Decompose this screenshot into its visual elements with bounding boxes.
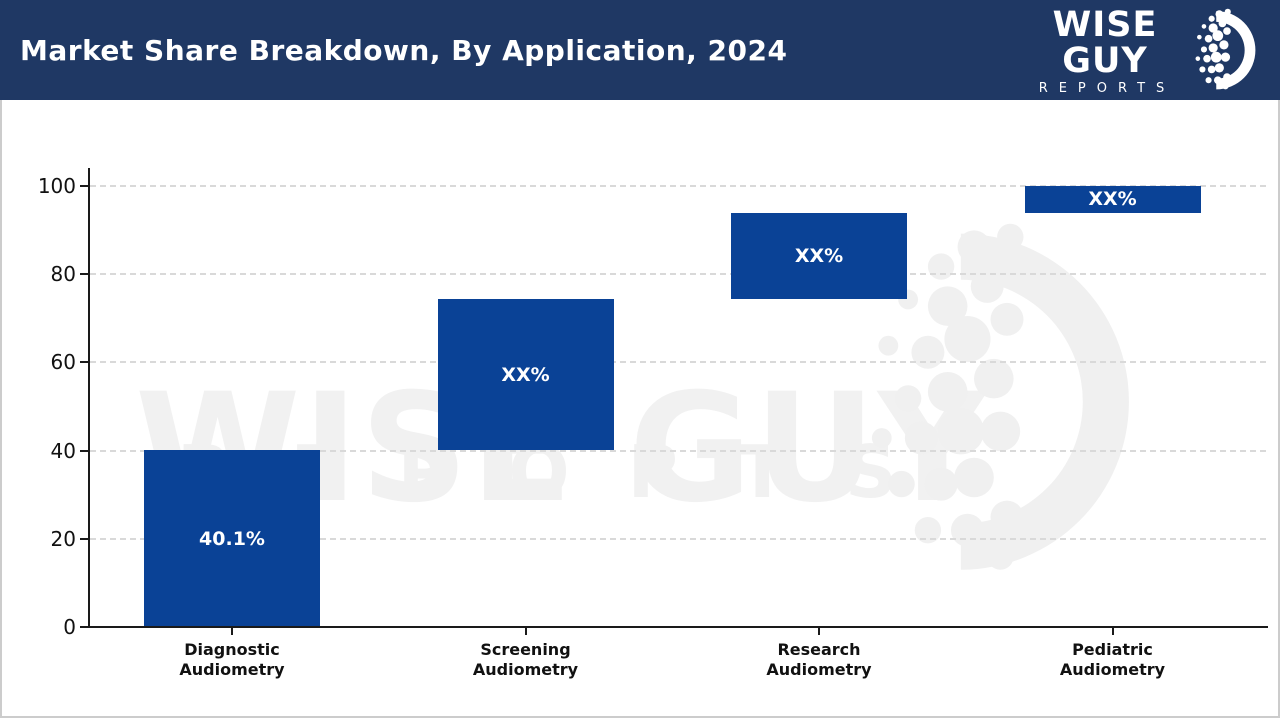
y-axis-tick-label-100: 100 xyxy=(37,174,76,198)
gridline-100 xyxy=(90,185,1266,187)
x-axis-label-line: Diagnostic xyxy=(184,640,280,659)
brand-logo: WISE GUY REPORTS xyxy=(1016,6,1266,96)
x-axis-line xyxy=(88,626,1268,628)
bar-value-label: XX% xyxy=(794,244,844,267)
x-axis-tick-pediatric-audiometry xyxy=(1111,628,1114,635)
bar-pediatric-audiometry: XX% xyxy=(1024,186,1201,213)
gridline-60 xyxy=(90,361,1266,364)
y-axis-line xyxy=(88,168,90,628)
x-axis-label-line: Audiometry xyxy=(1059,660,1166,679)
x-axis-label-line: Audiometry xyxy=(472,660,579,679)
x-axis-label-diagnostic-audiometry: Diagnostic Audiometry xyxy=(112,640,352,680)
x-axis-tick-diagnostic-audiometry xyxy=(231,628,233,635)
y-axis-tick-label-60: 60 xyxy=(50,350,76,375)
gridline-80 xyxy=(90,273,1266,276)
y-axis-tick-20 xyxy=(80,537,88,540)
bar-value-label: 40.1% xyxy=(199,527,265,550)
gridline-40 xyxy=(90,449,1266,452)
y-axis-tick-100 xyxy=(80,185,88,187)
x-axis-label-screening-audiometry: Screening Audiometry xyxy=(406,640,646,680)
y-axis-tick-80 xyxy=(80,273,88,276)
y-axis-tick-60 xyxy=(80,361,88,364)
x-axis-tick-research-audiometry xyxy=(818,628,820,635)
x-axis-label-line: Screening xyxy=(480,640,571,659)
bar-value-label: XX% xyxy=(501,363,550,386)
gridline-20 xyxy=(90,537,1266,540)
header-bar: Market Share Breakdown, By Application, … xyxy=(0,0,1280,100)
chart-area: WISE GUY REPORTS 0 20 40 60 80 100 40.1% Diagno… xyxy=(0,100,1280,718)
x-axis-label-research-audiometry: Research Audiometry xyxy=(699,640,939,680)
y-axis-tick-0 xyxy=(80,626,88,628)
y-axis-tick-40 xyxy=(80,449,88,452)
y-axis-tick-label-20: 20 xyxy=(50,526,76,551)
brand-subtitle: REPORTS xyxy=(1038,80,1176,96)
page-title: Market Share Breakdown, By Application, … xyxy=(20,33,788,67)
x-axis-label-line: Audiometry xyxy=(179,660,285,679)
bar-diagnostic-audiometry: 40.1% xyxy=(144,450,320,627)
dotted-head-icon xyxy=(1195,8,1256,90)
x-axis-label-line: Pediatric xyxy=(1072,640,1153,659)
watermark-head-icon xyxy=(871,223,1129,570)
y-axis-tick-label-40: 40 xyxy=(50,438,76,463)
x-axis-label-pediatric-audiometry: Pediatric Audiometry xyxy=(993,640,1233,680)
brand-logo-text: WISE GUY REPORTS xyxy=(1016,7,1194,96)
bar-value-label: XX% xyxy=(1088,188,1137,211)
brand-name: WISE GUY xyxy=(1052,4,1158,81)
y-axis-tick-label-0: 0 xyxy=(63,615,76,639)
y-axis-tick-label-80: 80 xyxy=(50,262,76,287)
bar-research-audiometry: XX% xyxy=(731,212,907,299)
bar-screening-audiometry: XX% xyxy=(437,298,614,451)
x-axis-tick-screening-audiometry xyxy=(524,628,527,635)
x-axis-label-line: Audiometry xyxy=(766,660,872,679)
x-axis-label-line: Research xyxy=(777,640,861,659)
